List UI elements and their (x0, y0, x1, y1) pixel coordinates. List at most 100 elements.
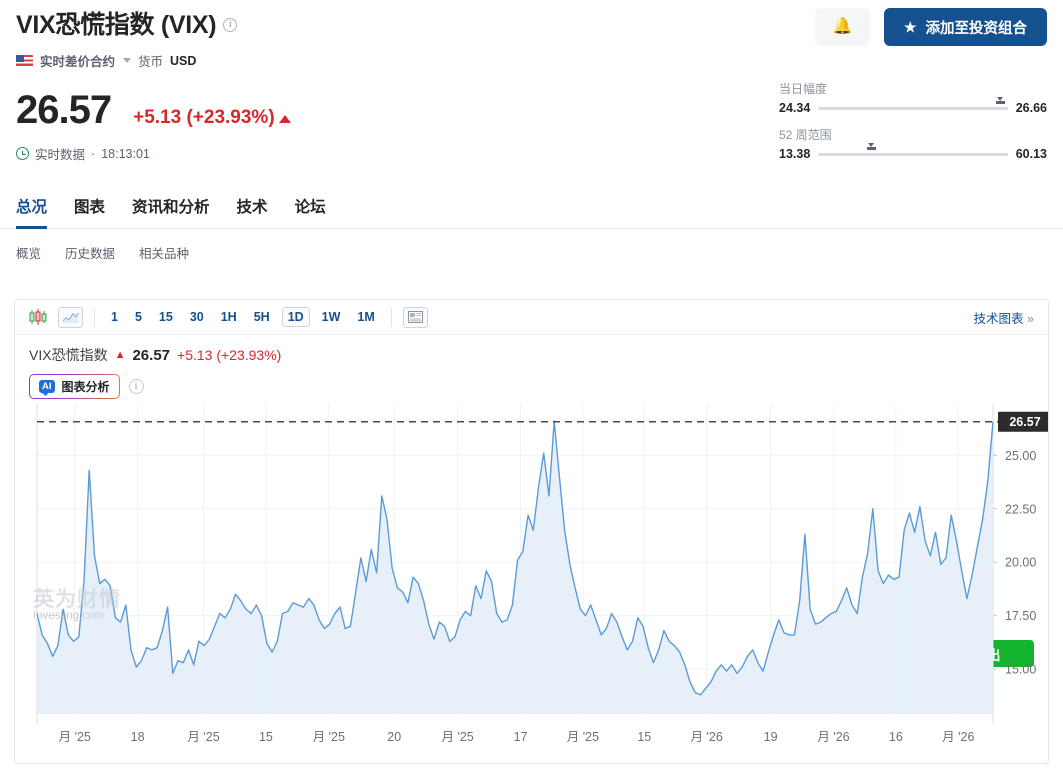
week52-range-marker (867, 142, 877, 150)
add-to-portfolio-label: 添加至投资组合 (925, 20, 1028, 37)
svg-text:月 '26: 月 '26 (691, 730, 723, 744)
svg-text:22.50: 22.50 (1005, 502, 1036, 516)
chart-toolbar: 1 5 15 30 1H 5H 1D 1W 1M 技术图表 » (15, 300, 1048, 335)
week52-range: 52 周范围 13.38 60.13 (779, 126, 1047, 161)
timeframe-5H[interactable]: 5H (253, 310, 270, 324)
toolbar-divider-2 (390, 307, 392, 327)
instrument-meta: 实时差价合约 货币 USD (16, 51, 1047, 70)
timeframe-1H[interactable]: 1H (220, 310, 237, 324)
svg-text:20.00: 20.00 (1005, 556, 1036, 570)
timeframe-1M[interactable]: 1M (357, 310, 375, 324)
currency-label: 货币 (138, 55, 164, 69)
daily-range-line: 24.34 26.66 (779, 96, 1047, 115)
svg-text:18: 18 (131, 730, 145, 744)
svg-text:15: 15 (259, 730, 273, 744)
chart-svg: 25.00 22.50 20.00 17.50 15.00 26.57 月 '25 18 月 '… (36, 404, 1048, 744)
svg-text:月 '25: 月 '25 (567, 730, 599, 744)
range-panel: 当日幅度 24.34 26.66 52 周范围 13.38 60.13 (779, 80, 1047, 172)
instrument-type-label[interactable]: 实时差价合约 (40, 55, 116, 69)
info-icon[interactable]: i (223, 18, 238, 32)
main-tabs: 总况 图表 资讯和分析 技术 论坛 (16, 195, 1047, 229)
chart-card: 1 5 15 30 1H 5H 1D 1W 1M 技术图表 » VIX恐慌指数 (14, 299, 1049, 764)
svg-text:15: 15 (637, 730, 651, 744)
data-status-label: 实时数据 (35, 148, 86, 162)
candlestick-chart-icon[interactable] (25, 306, 51, 328)
week52-range-low: 13.38 (779, 147, 811, 161)
svg-text:26.57: 26.57 (1009, 415, 1040, 429)
up-arrow-icon-small: ▲ (114, 349, 126, 361)
ai-badge-icon: AI (39, 380, 55, 396)
star-icon: ★ (903, 19, 917, 35)
info-icon-ai[interactable]: i (128, 379, 144, 394)
chart-change: +5.13 (+23.93%) (177, 347, 282, 363)
price-change-text: +5.13 (+23.93%) (133, 107, 275, 128)
daily-range-track (818, 96, 1008, 110)
svg-text:17: 17 (514, 730, 528, 744)
tab-0[interactable]: 总况 (16, 195, 48, 229)
add-to-portfolio-button[interactable]: ★ 添加至投资组合 (883, 8, 1047, 46)
chevron-down-icon[interactable] (123, 58, 132, 63)
svg-text:25.00: 25.00 (1005, 449, 1036, 463)
timeframe-1D[interactable]: 1D (281, 307, 310, 327)
week52-range-high: 60.13 (1015, 147, 1047, 161)
ai-chart-analysis-button[interactable]: AI 图表分析 (29, 374, 120, 399)
svg-text:月 '25: 月 '25 (313, 730, 345, 744)
tab-4[interactable]: 论坛 (294, 199, 326, 216)
news-toggle-icon[interactable] (402, 306, 428, 328)
price-change: +5.13 (+23.93%) (133, 107, 291, 129)
daily-range-low: 24.34 (779, 101, 811, 115)
daily-range-label: 当日幅度 (779, 82, 828, 96)
price-row: 26.57 +5.13 (+23.93%) (16, 88, 1047, 133)
daily-range-high: 26.66 (1015, 101, 1047, 115)
page-title: VIX恐慌指数 (VIX) (16, 11, 217, 39)
timeframe-15[interactable]: 15 (158, 310, 173, 324)
daily-range-marker (996, 96, 1006, 104)
svg-text:月 '26: 月 '26 (817, 730, 849, 744)
timeframe-30[interactable]: 30 (189, 310, 204, 324)
tab-1[interactable]: 图表 (74, 199, 106, 216)
technical-chart-link[interactable]: 技术图表 » (974, 308, 1038, 327)
timestamp-separator: · (91, 146, 96, 161)
technical-chart-label: 技术图表 (973, 311, 1024, 326)
ai-chart-analysis-label: 图表分析 (61, 380, 110, 394)
tab-3[interactable]: 技术 (236, 199, 268, 216)
currency-value: USD (170, 53, 197, 68)
svg-text:16: 16 (889, 730, 903, 744)
chart-quote-strip: VIX恐慌指数 ▲ 26.57 +5.13 (+23.93%) AI 图表分析 … (15, 335, 1048, 399)
quote-time: 18:13:01 (101, 146, 150, 161)
up-arrow-icon (278, 115, 291, 123)
chart-instrument-name: VIX恐慌指数 (29, 347, 108, 363)
subtab-1[interactable]: 历史数据 (65, 247, 116, 261)
week52-range-label: 52 周范围 (779, 128, 832, 142)
svg-text:月 '25: 月 '25 (442, 730, 474, 744)
timeframe-1W[interactable]: 1W (321, 310, 341, 324)
double-chevron-right-icon: » (1027, 311, 1034, 326)
subtab-0[interactable]: 概览 (16, 247, 42, 261)
sub-tabs: 概览 历史数据 相关品种 (0, 229, 1063, 262)
svg-text:月 '26: 月 '26 (942, 730, 974, 744)
svg-text:20: 20 (387, 730, 401, 744)
chart-quote-line: VIX恐慌指数 ▲ 26.57 +5.13 (+23.93%) (29, 345, 1034, 365)
week52-range-line: 13.38 60.13 (779, 142, 1047, 161)
last-price: 26.57 (16, 88, 112, 132)
us-flag-icon (16, 54, 33, 67)
week52-range-track (818, 142, 1008, 156)
daily-range: 当日幅度 24.34 26.66 (779, 80, 1047, 115)
svg-text:15.00: 15.00 (1005, 663, 1036, 677)
timeframe-5[interactable]: 5 (134, 310, 142, 324)
main-tabs-bar: 总况 图表 资讯和分析 技术 论坛 (0, 195, 1063, 229)
svg-text:月 '25: 月 '25 (187, 730, 219, 744)
timeframe-group: 1 5 15 30 1H 5H 1D 1W 1M (106, 307, 380, 327)
subtab-2[interactable]: 相关品种 (139, 247, 190, 261)
bell-plus-icon: 🔔 (832, 18, 853, 35)
price-chart[interactable]: 25.00 22.50 20.00 17.50 15.00 26.57 月 '25 18 月 '… (15, 396, 1048, 763)
page-header: VIX恐慌指数 (VIX) i 实时差价合约 货币 USD 26.57 +5.1… (0, 0, 1063, 163)
create-alert-button[interactable]: 🔔 (814, 8, 870, 46)
tab-2[interactable]: 资讯和分析 (132, 199, 210, 216)
timeframe-1[interactable]: 1 (111, 310, 118, 324)
header-actions: 🔔 ★ 添加至投资组合 (814, 8, 1047, 46)
quote-timestamp-row: 实时数据 · 18:13:01 (16, 144, 1047, 163)
title-row: VIX恐慌指数 (VIX) i (16, 10, 1047, 40)
line-chart-icon[interactable] (58, 306, 83, 328)
